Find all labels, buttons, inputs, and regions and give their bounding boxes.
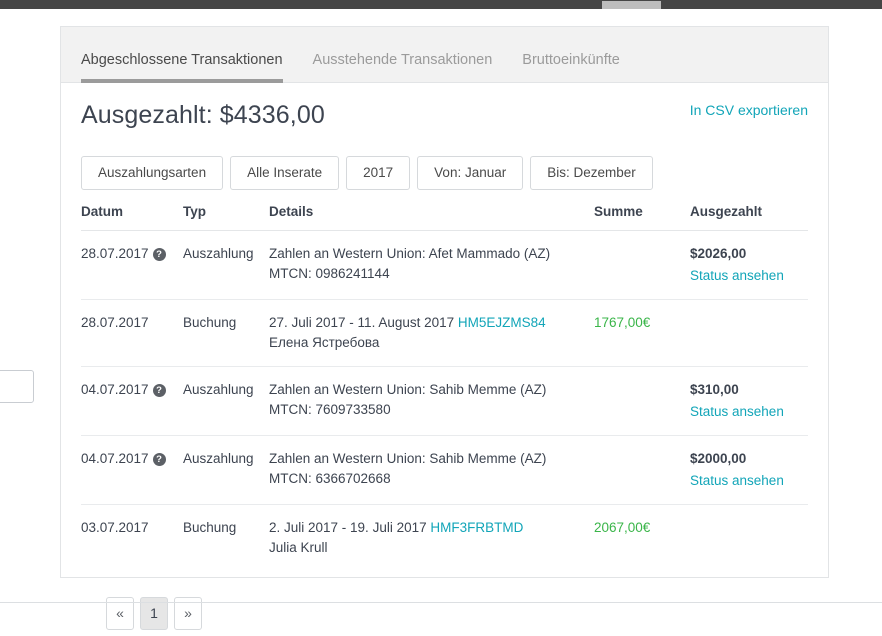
paid-amount: $2000,00 — [690, 451, 747, 466]
paid-amount: $2026,00 — [690, 246, 747, 261]
date-text: 04.07.2017 — [81, 451, 149, 466]
view-status-link[interactable]: Status ansehen — [690, 473, 784, 488]
browser-top-bar — [0, 0, 882, 9]
table-row: 28.07.2017? Auszahlung Zahlen an Western… — [81, 230, 808, 300]
view-status-link[interactable]: Status ansehen — [690, 404, 784, 419]
cell-details: 2. Juli 2017 - 19. Juli 2017 HMF3FRBTMD … — [269, 505, 594, 572]
paid-amount: $310,00 — [690, 382, 739, 397]
sum-amount: 2067,00€ — [594, 520, 651, 535]
offscreen-widget-box[interactable] — [0, 370, 34, 403]
tab-label: Bruttoeinkünfte — [522, 52, 620, 68]
detail-main-text: Zahlen an Western Union: Sahib Memme (AZ… — [269, 382, 547, 397]
cell-paid: $310,00 Status ansehen — [690, 366, 808, 436]
date-text: 28.07.2017 — [81, 315, 149, 330]
detail-sub-text: MTCN: 6366702668 — [269, 471, 391, 486]
filter-payout-types[interactable]: Auszahlungsarten — [81, 156, 224, 190]
column-header-date: Datum — [81, 204, 183, 231]
filter-bar: Auszahlungsarten Alle Inserate 2017 Von:… — [81, 156, 808, 190]
table-row: 04.07.2017? Auszahlung Zahlen an Western… — [81, 435, 808, 505]
page-divider — [0, 602, 882, 603]
cell-paid — [690, 505, 808, 572]
help-icon[interactable]: ? — [152, 384, 166, 397]
detail-sub-text: MTCN: 7609733580 — [269, 402, 391, 417]
filter-all-listings[interactable]: Alle Inserate — [230, 156, 340, 190]
date-text: 04.07.2017 — [81, 382, 149, 397]
detail-main-text: 27. Juli 2017 - 11. August 2017 — [269, 315, 458, 330]
cell-date: 04.07.2017? — [81, 435, 183, 505]
cell-details: 27. Juli 2017 - 11. August 2017 HM5EJZMS… — [269, 299, 594, 367]
transactions-card: Abgeschlossene Transaktionen Ausstehende… — [60, 26, 829, 630]
table-header-row: Datum Typ Details Summe Ausgezahlt — [81, 204, 808, 231]
date-text: 28.07.2017 — [81, 246, 149, 261]
reservation-code-link[interactable]: HM5EJZMS84 — [457, 315, 546, 330]
headline-row: Ausgezahlt: $4336,00 In CSV exportieren — [81, 83, 808, 145]
transactions-table: Datum Typ Details Summe Ausgezahlt 28.07… — [81, 204, 808, 571]
detail-sub-text: Елена Ястребова — [269, 335, 380, 350]
cell-paid: $2000,00 Status ansehen — [690, 435, 808, 505]
tab-strip: Abgeschlossene Transaktionen Ausstehende… — [61, 27, 828, 83]
help-icon[interactable]: ? — [152, 248, 166, 261]
sum-amount: 1767,00€ — [594, 315, 651, 330]
column-header-paid: Ausgezahlt — [690, 204, 808, 231]
cell-paid — [690, 299, 808, 367]
help-icon[interactable]: ? — [152, 453, 166, 466]
cell-date: 28.07.2017 — [81, 299, 183, 367]
filter-to-month[interactable]: Bis: Dezember — [530, 156, 653, 190]
cell-date: 03.07.2017 — [81, 505, 183, 572]
card-body: Ausgezahlt: $4336,00 In CSV exportieren … — [61, 83, 828, 630]
cell-sum: 1767,00€ — [594, 299, 690, 367]
cell-type: Buchung — [183, 299, 269, 367]
cell-type: Buchung — [183, 520, 237, 535]
cell-sum — [594, 435, 690, 505]
view-status-link[interactable]: Status ansehen — [690, 268, 784, 283]
detail-main-text: Zahlen an Western Union: Sahib Memme (AZ… — [269, 451, 547, 466]
cell-type: Auszahlung — [183, 366, 269, 436]
cell-type: Auszahlung — [183, 230, 269, 300]
reservation-code-link[interactable]: HMF3FRBTMD — [430, 520, 524, 535]
column-header-type: Typ — [183, 204, 269, 231]
detail-sub-text: MTCN: 0986241144 — [269, 266, 390, 281]
cell-date: 04.07.2017? — [81, 366, 183, 436]
table-row: 28.07.2017 Buchung 27. Juli 2017 - 11. A… — [81, 299, 808, 367]
cell-details: Zahlen an Western Union: Sahib Memme (AZ… — [269, 366, 594, 436]
tab-label: Ausstehende Transaktionen — [312, 52, 493, 68]
detail-sub-text: Julia Krull — [269, 540, 328, 555]
cell-sum — [594, 366, 690, 436]
page-title: Ausgezahlt: $4336,00 — [81, 101, 325, 129]
detail-main-text: 2. Juli 2017 - 19. Juli 2017 — [269, 520, 431, 535]
cell-details: Zahlen an Western Union: Afet Mammado (A… — [269, 230, 594, 300]
column-header-details: Details — [269, 204, 594, 231]
tab-gross-earnings[interactable]: Bruttoeinkünfte — [522, 52, 620, 82]
pagination-next-button[interactable]: » — [174, 597, 202, 630]
table-row: 04.07.2017? Auszahlung Zahlen an Western… — [81, 366, 808, 436]
filter-year[interactable]: 2017 — [346, 156, 411, 190]
cell-sum: 2067,00€ — [594, 505, 690, 572]
browser-tab-indicator[interactable] — [602, 1, 661, 9]
filter-from-month[interactable]: Von: Januar — [417, 156, 524, 190]
table-row: 03.07.2017 Buchung 2. Juli 2017 - 19. Ju… — [81, 505, 808, 572]
tab-label: Abgeschlossene Transaktionen — [81, 52, 283, 68]
cell-sum — [594, 230, 690, 300]
tab-pending-transactions[interactable]: Ausstehende Transaktionen — [313, 52, 493, 82]
cell-details: Zahlen an Western Union: Sahib Memme (AZ… — [269, 435, 594, 505]
detail-main-text: Zahlen an Western Union: Afet Mammado (A… — [269, 246, 551, 261]
tab-completed-transactions[interactable]: Abgeschlossene Transaktionen — [81, 52, 283, 83]
date-text: 03.07.2017 — [81, 520, 149, 535]
cell-paid: $2026,00 Status ansehen — [690, 230, 808, 300]
cell-date: 28.07.2017? — [81, 230, 183, 300]
export-csv-link[interactable]: In CSV exportieren — [689, 102, 808, 118]
cell-type: Auszahlung — [183, 435, 269, 505]
column-header-sum: Summe — [594, 204, 690, 231]
